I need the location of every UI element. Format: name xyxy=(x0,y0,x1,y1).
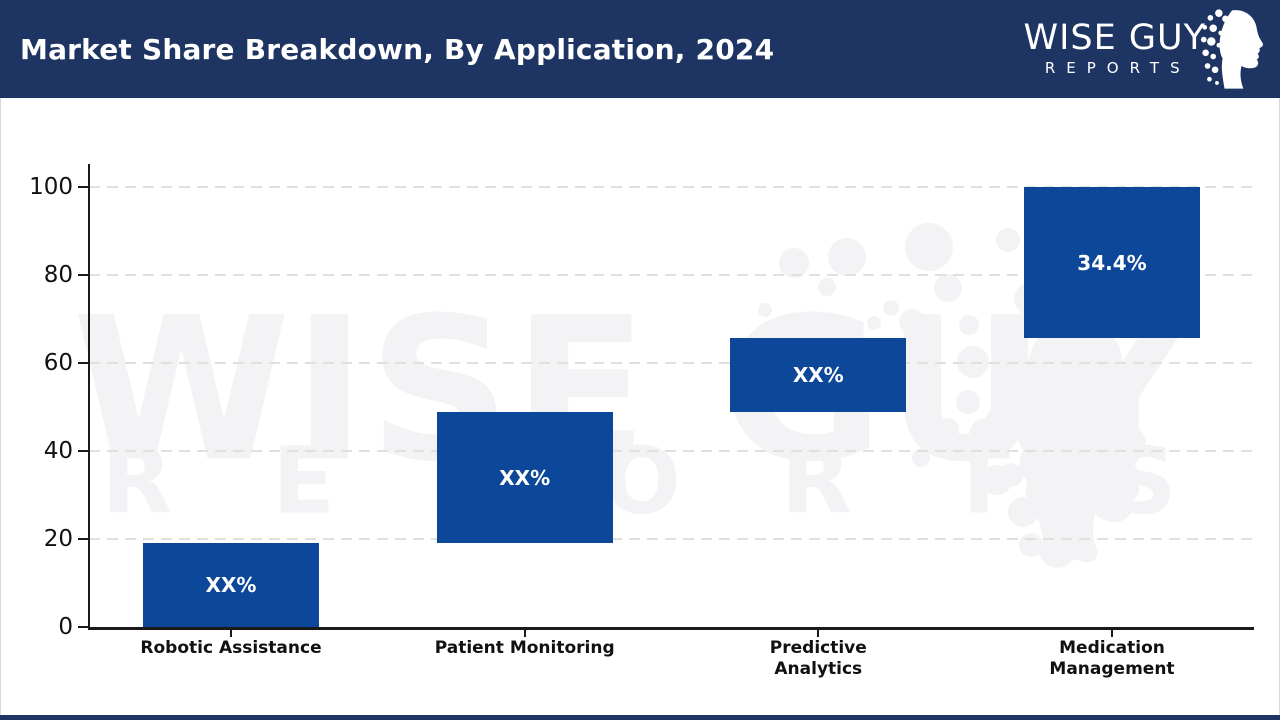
footer-bar xyxy=(0,715,1280,720)
bar-value-label: XX% xyxy=(205,573,257,598)
bar-robotic-assistance xyxy=(143,543,319,627)
x-category-label: Medication Management xyxy=(1049,638,1175,680)
y-tick-mark xyxy=(78,626,88,628)
header-bar: Market Share Breakdown, By Application, … xyxy=(0,0,1280,98)
y-tick-label: 40 xyxy=(43,438,73,464)
y-tick-mark xyxy=(78,274,88,276)
y-tick-label: 80 xyxy=(43,262,73,288)
bar-value-label: XX% xyxy=(792,363,844,388)
gridline-100 xyxy=(89,186,1254,188)
brand-logo: WISE GUY REPORTS xyxy=(1023,7,1266,91)
gridline-40 xyxy=(89,450,1254,452)
face-profile-icon xyxy=(1200,9,1263,89)
y-tick-mark xyxy=(78,450,88,452)
x-category-label: Predictive Analytics xyxy=(769,638,867,680)
gridline-20 xyxy=(89,538,1254,540)
y-tick-label: 0 xyxy=(58,614,73,640)
x-tick-mark xyxy=(523,629,526,637)
watermark-dots xyxy=(758,223,1146,568)
y-axis-line xyxy=(88,164,90,629)
bar-predictive-analytics xyxy=(730,338,907,413)
y-tick-mark xyxy=(78,538,88,540)
gridline-60 xyxy=(89,362,1254,364)
x-axis-line xyxy=(88,627,1254,630)
bar-value-label: XX% xyxy=(499,465,551,490)
x-tick-mark xyxy=(817,629,820,637)
gridline-80 xyxy=(89,274,1254,276)
brand-subtitle: REPORTS xyxy=(1044,59,1191,77)
brand-logo-text: WISE GUY REPORTS xyxy=(1023,18,1206,78)
y-tick-label: 60 xyxy=(43,350,73,376)
y-tick-label: 20 xyxy=(43,526,73,552)
x-category-label: Robotic Assistance xyxy=(140,638,322,658)
y-tick-label: 100 xyxy=(29,174,73,200)
brand-name: WISE GUY xyxy=(1023,18,1206,58)
bar-medication-management xyxy=(1024,187,1200,339)
chart-area: WISE GUY REPORTS 0 20 40 60 80 100 XX% Robotic … xyxy=(0,98,1280,716)
x-category-label: Patient Monitoring xyxy=(434,638,615,658)
x-tick-mark xyxy=(230,629,232,637)
y-tick-mark xyxy=(78,362,88,364)
bar-patient-monitoring xyxy=(436,412,613,544)
page-title: Market Share Breakdown, By Application, … xyxy=(20,32,775,66)
y-tick-mark xyxy=(78,186,88,188)
bar-value-label: 34.4% xyxy=(1077,250,1147,275)
x-tick-mark xyxy=(1111,629,1113,637)
